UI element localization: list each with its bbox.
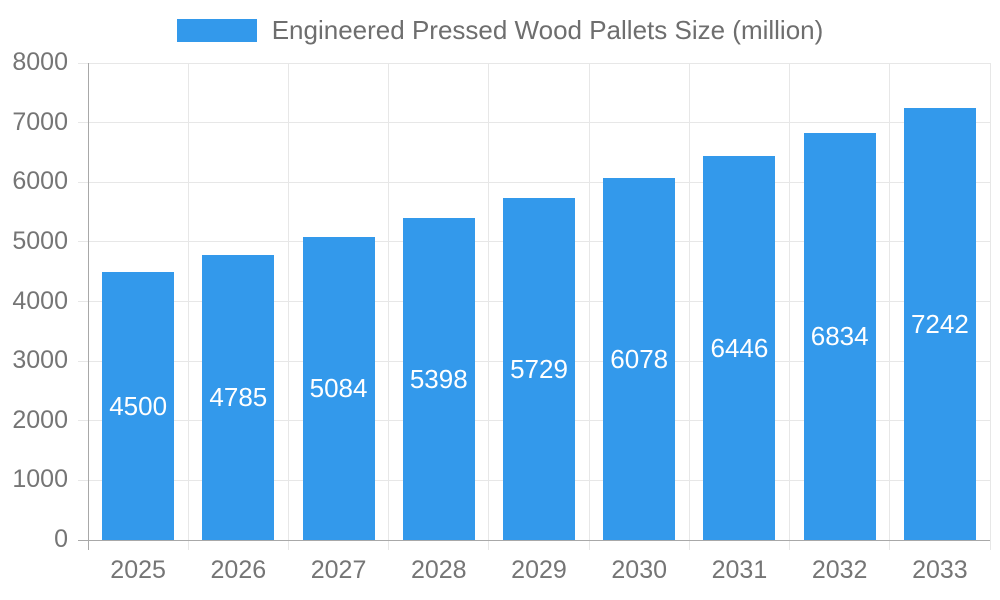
x-tick-label: 2025 [110,556,166,584]
vertical-gridline [388,63,390,550]
x-tick-label: 2026 [210,556,267,584]
vertical-gridline [889,63,891,550]
vertical-gridline [187,63,189,550]
x-tick-label: 2033 [912,556,968,584]
x-tick-label: 2032 [811,556,868,584]
bar-value-label: 4500 [109,390,168,421]
bar[interactable]: 6834 [803,132,876,540]
vertical-gridline [789,63,791,550]
x-tick-label: 2027 [310,556,367,584]
bar[interactable]: 4785 [202,254,275,540]
x-tick-label: 2028 [410,556,467,584]
bar-value-label: 7242 [910,309,969,340]
bar-value-label: 5729 [510,354,568,385]
bar-value-label: 5084 [309,373,368,404]
bar[interactable]: 6078 [603,177,676,540]
y-axis-line [87,63,89,550]
x-tick-label: 2029 [511,556,567,584]
bar[interactable]: 4500 [102,271,175,540]
bar[interactable]: 5729 [503,198,575,540]
vertical-gridline [488,63,490,550]
vertical-gridline [588,63,590,550]
y-tick-label: 6000 [12,167,68,196]
y-tick-label: 5000 [12,226,68,255]
y-tick-label: 0 [54,525,68,553]
y-tick-label: 4000 [12,286,68,315]
bar-value-label: 6446 [710,332,769,363]
bar[interactable]: 5084 [302,236,375,540]
bar-value-label: 6078 [610,343,669,374]
bar[interactable]: 5398 [402,218,475,540]
y-tick-label: 2000 [12,405,68,434]
bar-value-label: 6834 [810,321,869,352]
vertical-gridline [688,63,690,550]
y-tick-label: 7000 [12,107,68,136]
vertical-gridline [287,63,289,550]
bar-value-label: 5398 [409,364,468,395]
x-axis-line [78,539,990,541]
x-tick-label: 2030 [611,556,668,584]
x-tick-label: 2031 [711,556,768,584]
vertical-gridline [989,63,991,550]
horizontal-gridline [78,122,990,124]
bar-value-label: 4785 [209,382,268,413]
legend-label: Engineered Pressed Wood Pallets Size (mi… [271,15,824,45]
horizontal-gridline [78,62,990,64]
y-tick-label: 8000 [12,48,68,76]
legend-swatch-icon [176,18,257,42]
legend[interactable]: Engineered Pressed Wood Pallets Size (mi… [0,17,1000,43]
y-tick-label: 1000 [12,465,68,494]
bar[interactable]: 6446 [703,155,776,540]
y-tick-label: 3000 [12,346,68,375]
bar[interactable]: 7242 [903,108,976,540]
horizontal-gridline [78,181,990,183]
